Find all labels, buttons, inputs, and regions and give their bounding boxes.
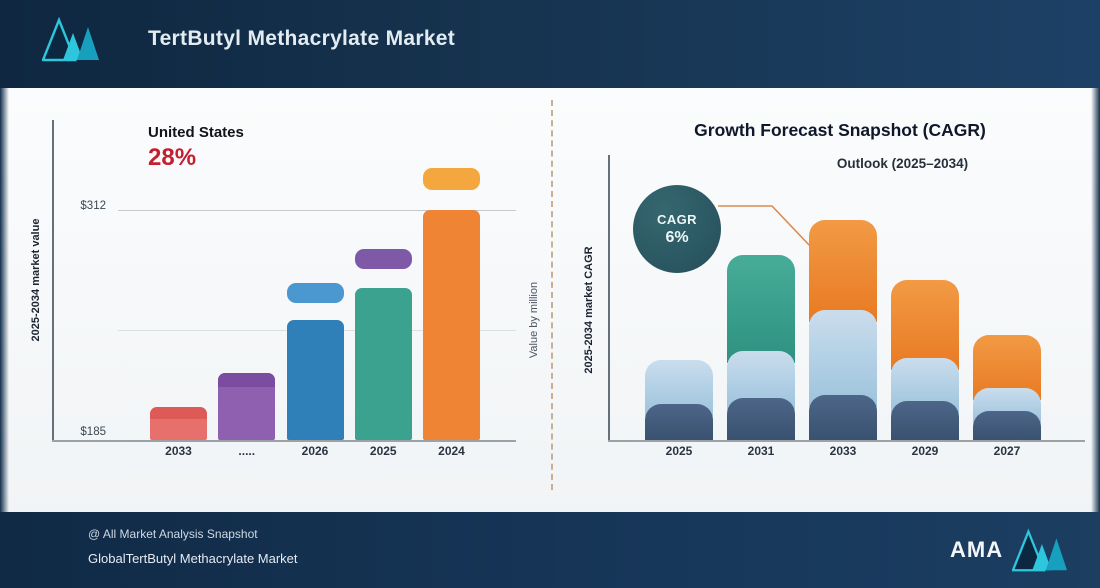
segment-navy <box>809 395 877 440</box>
x-tick-label: 2025 <box>665 444 693 458</box>
x-tick-label: 2033 <box>165 444 192 458</box>
left-y-axis-label: 2025-2034 market value <box>30 218 42 342</box>
right-chart-title: Growth Forecast Snapshot (CAGR) <box>694 120 986 140</box>
logo-peak-right <box>77 27 99 60</box>
main-area: 2025-2034 market value $312 $185 United … <box>0 88 1100 512</box>
footer-ama-logo-icon <box>1012 528 1068 572</box>
footer-bar: @ All Market Analysis Snapshot GlobalTer… <box>0 512 1100 588</box>
segment-navy <box>727 398 795 440</box>
bar-body <box>286 320 344 440</box>
y-tick-312: $312 <box>80 200 106 212</box>
bar-column-2024 <box>423 120 480 440</box>
left-edge-shade <box>0 88 9 512</box>
footer-tagline: @ All Market Analysis Snapshot <box>88 527 258 541</box>
left-right-axis-label: Value by million <box>528 281 540 359</box>
segment-sky <box>809 310 877 407</box>
bar-body <box>150 407 207 440</box>
left-chart-title: United States <box>148 124 244 141</box>
cagr-stacked-bar-chart <box>645 155 1041 440</box>
segment-navy <box>891 401 959 440</box>
bar-floating-cap <box>354 249 412 269</box>
segment-orange <box>809 220 877 322</box>
ama-logo-icon <box>42 16 99 62</box>
stacked-bar-2027 <box>973 155 1041 440</box>
footer-report-name: GlobalTertButyl Methacrylate Market <box>88 551 298 566</box>
cagr-badge-value: 6% <box>665 228 689 246</box>
page-title: TertButyl Methacrylate Market <box>148 27 456 50</box>
header-bar: TertButyl Methacrylate Market <box>0 0 1100 88</box>
left-x-axis-line <box>52 440 516 442</box>
left-chart-highlight: 28% <box>148 144 197 171</box>
x-tick-label: 2026 <box>301 444 329 458</box>
right-x-axis-line <box>608 440 1085 442</box>
bar-body <box>218 373 276 440</box>
x-tick-label: 2031 <box>747 444 775 458</box>
x-tick-label: 2027 <box>993 444 1021 458</box>
right-edge-shade <box>1091 88 1100 512</box>
stacked-bar-2031 <box>727 155 795 440</box>
us-market-bar-chart <box>150 120 480 440</box>
right-chart-subtitle: Outlook (2025–2034) <box>836 156 969 171</box>
x-tick-label: 2025 <box>369 444 397 458</box>
bar-floating-cap <box>286 283 344 303</box>
bar-top-strip <box>150 407 207 419</box>
bar-column-2025 <box>354 120 412 440</box>
panel-divider <box>551 100 553 490</box>
right-y-axis-line <box>608 155 610 440</box>
bar-column-..... <box>218 120 276 440</box>
left-y-axis-line <box>52 120 54 440</box>
bar-floating-cap <box>423 168 480 190</box>
footer-brand-text: AMA <box>950 537 1004 562</box>
gridline-312 <box>118 210 516 211</box>
bar-column-2026 <box>286 120 344 440</box>
x-tick-label: 2024 <box>438 444 465 458</box>
segment-navy <box>973 411 1041 440</box>
x-tick-label: ..... <box>238 444 256 458</box>
logo-peak-middle <box>63 33 83 60</box>
logo-peak-right <box>1045 538 1068 571</box>
x-tick-label: 2029 <box>911 444 939 458</box>
stacked-bar-2029 <box>891 155 959 440</box>
segment-navy <box>645 404 713 440</box>
right-x-axis-labels: 2025 2031 2033 2029 2027 <box>645 444 1041 458</box>
stacked-bar-2033 <box>809 155 877 440</box>
y-tick-185: $185 <box>80 426 106 438</box>
x-tick-label: 2033 <box>829 444 857 458</box>
right-y-axis-label: 2025-2034 market CAGR <box>583 246 595 374</box>
stacked-bar-2025 <box>645 155 713 440</box>
bar-body <box>423 210 480 440</box>
logo-peak-middle <box>1032 544 1052 571</box>
bar-column-2033 <box>150 120 207 440</box>
cagr-badge: CAGR 6% <box>633 185 721 273</box>
segment-teal <box>727 255 795 363</box>
left-x-axis-labels: 2033..... 2026 2025 2024 <box>150 444 480 458</box>
cagr-badge-label: CAGR <box>657 211 697 227</box>
segment-orange <box>891 280 959 370</box>
bar-body <box>354 288 412 440</box>
bar-top-strip <box>218 373 276 387</box>
